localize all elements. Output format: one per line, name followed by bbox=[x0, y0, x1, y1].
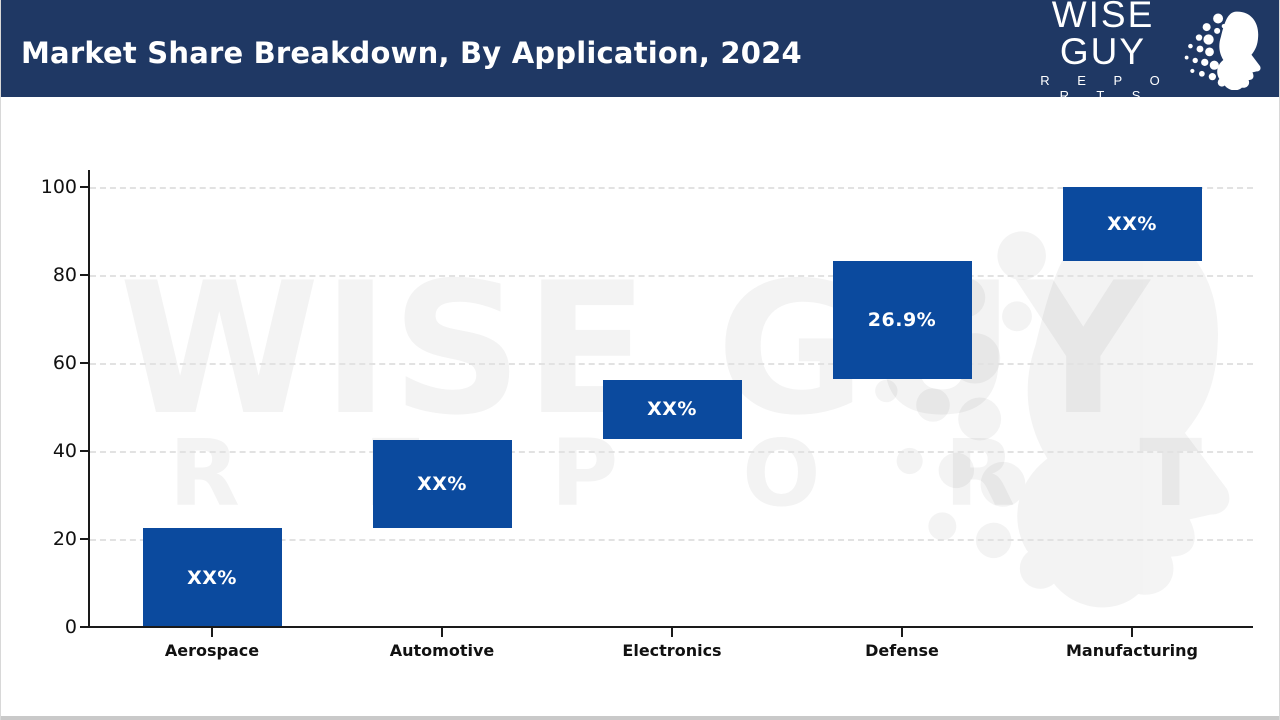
x-tick-label-aerospace: Aerospace bbox=[164, 641, 260, 660]
watermark-subtitle: R E P O R T S bbox=[169, 420, 1279, 527]
x-tick bbox=[901, 628, 903, 637]
y-axis-line bbox=[88, 170, 90, 628]
y-tick bbox=[80, 362, 88, 364]
wiseguy-face-icon bbox=[1184, 11, 1261, 90]
y-tick bbox=[80, 186, 88, 188]
x-tick bbox=[441, 628, 443, 637]
bar-aerospace: XX% bbox=[142, 528, 282, 627]
y-tick bbox=[80, 450, 88, 452]
gridline-60 bbox=[90, 363, 1253, 365]
x-tick bbox=[671, 628, 673, 637]
page-title: Market Share Breakdown, By Application, … bbox=[21, 36, 802, 70]
x-tick bbox=[1131, 628, 1133, 637]
gridline-80 bbox=[90, 275, 1253, 277]
bar-value-label: XX% bbox=[647, 398, 697, 421]
bar-value-label: 26.9% bbox=[867, 309, 937, 332]
gridline-40 bbox=[90, 451, 1253, 453]
footer-strip bbox=[1, 716, 1279, 720]
wiseguy-logo: WISE GUY R E P O R T S bbox=[1023, 0, 1263, 103]
logo-wordmark: WISE GUY bbox=[1051, 0, 1155, 72]
bar-manufacturing: XX% bbox=[1062, 187, 1202, 261]
y-tick-label: 0 bbox=[64, 616, 77, 638]
y-tick-label: 40 bbox=[52, 440, 77, 462]
bar-electronics: XX% bbox=[602, 379, 742, 440]
gridline-20 bbox=[90, 539, 1253, 541]
y-tick-label: 20 bbox=[52, 528, 77, 550]
logo-subtitle: R E P O R T S bbox=[1040, 72, 1172, 103]
x-tick-label-manufacturing: Manufacturing bbox=[1066, 641, 1198, 660]
bar-automotive: XX% bbox=[372, 439, 512, 528]
y-tick-label: 100 bbox=[40, 176, 77, 198]
bar-value-label: XX% bbox=[187, 566, 237, 589]
y-tick bbox=[80, 538, 88, 540]
x-tick-label-defense: Defense bbox=[865, 641, 939, 660]
x-tick-label-automotive: Automotive bbox=[389, 641, 495, 660]
x-axis-line bbox=[88, 626, 1253, 628]
bar-value-label: XX% bbox=[1107, 212, 1157, 235]
x-tick-label-electronics: Electronics bbox=[622, 641, 722, 660]
logo-text: WISE GUY R E P O R T S bbox=[1023, 0, 1183, 103]
header-band: Market Share Breakdown, By Application, … bbox=[1, 0, 1279, 103]
y-tick bbox=[80, 626, 88, 628]
y-tick-label: 80 bbox=[52, 264, 77, 286]
x-tick bbox=[211, 628, 213, 637]
bar-value-label: XX% bbox=[417, 472, 467, 495]
bar-defense: 26.9% bbox=[832, 260, 972, 380]
gridline-100 bbox=[90, 187, 1253, 189]
y-tick bbox=[80, 274, 88, 276]
y-tick-label: 60 bbox=[52, 352, 77, 374]
